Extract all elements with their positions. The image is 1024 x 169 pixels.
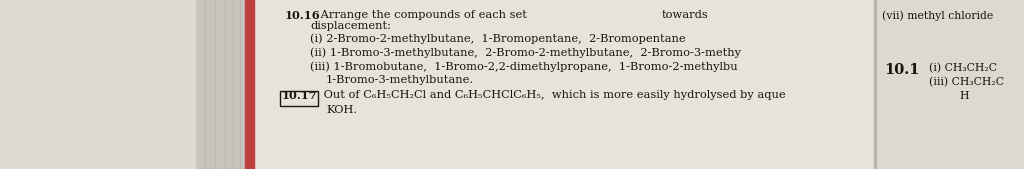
Text: 10.1: 10.1 [884,63,920,77]
Text: towards: towards [662,10,709,20]
Bar [874,0,876,169]
Text: displacement:: displacement: [310,21,391,31]
Text: (i) 2-Bromo-2-methylbutane,  1-Bromopentane,  2-Bromopentane: (i) 2-Bromo-2-methylbutane, 1-Bromopenta… [310,33,686,44]
Text: 10.16: 10.16 [285,10,321,21]
Text: H: H [959,91,969,101]
Bar [254,0,874,169]
Text: (vii) methyl chloride: (vii) methyl chloride [882,10,993,21]
Text: Out of C₆H₅CH₂Cl and C₆H₅CHClC₆H₅,  which is more easily hydrolysed by aque: Out of C₆H₅CH₂Cl and C₆H₅CHClC₆H₅, which… [319,90,785,100]
Text: (iii) CH₃CH₂C: (iii) CH₃CH₂C [929,77,1004,87]
Text: 10.17: 10.17 [282,90,317,101]
FancyBboxPatch shape [280,91,317,105]
Text: (iii) 1-Bromobutane,  1-Bromo-2,2-dimethylpropane,  1-Bromo-2-methylbu: (iii) 1-Bromobutane, 1-Bromo-2,2-dimethy… [310,61,737,71]
Text: 1-Bromo-3-methylbutane.: 1-Bromo-3-methylbutane. [326,75,474,85]
Bar [245,0,254,169]
Text: (ii) 1-Bromo-3-methylbutane,  2-Bromo-2-methylbutane,  2-Bromo-3-methy: (ii) 1-Bromo-3-methylbutane, 2-Bromo-2-m… [310,47,741,58]
Text: KOH.: KOH. [326,105,357,115]
Bar [874,0,1024,169]
Text: (i) CH₃CH₂C: (i) CH₃CH₂C [929,63,997,73]
Text: Arrange the compounds of each set: Arrange the compounds of each set [317,10,527,20]
Bar [0,0,195,169]
